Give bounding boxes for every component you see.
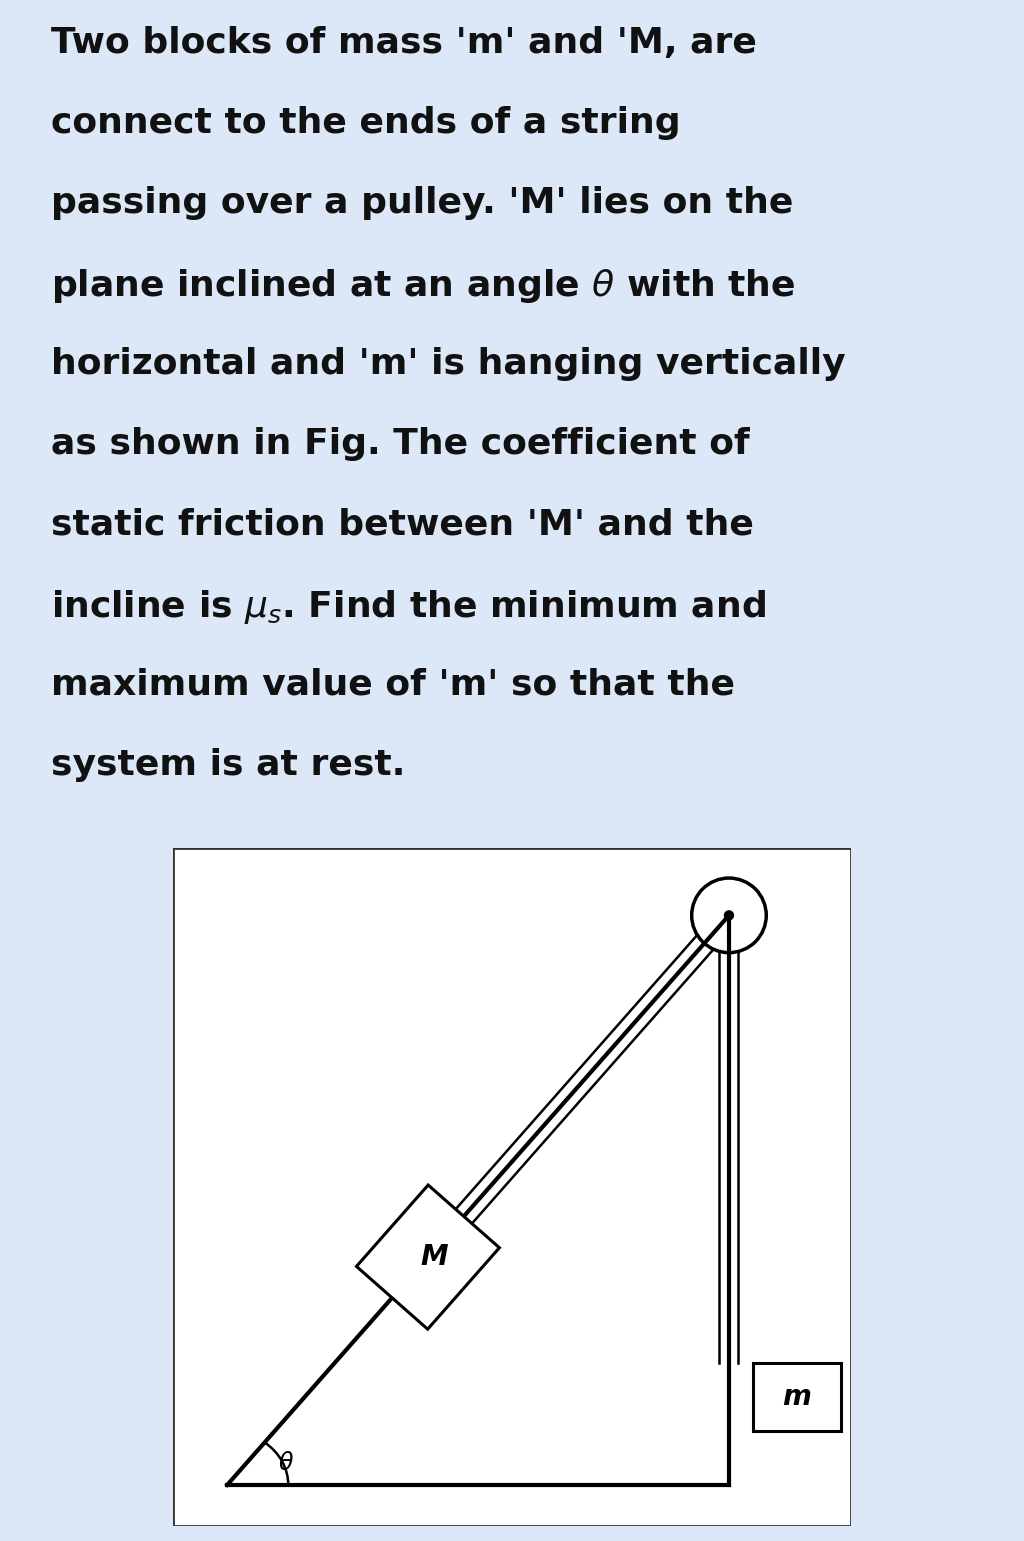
Text: connect to the ends of a string: connect to the ends of a string bbox=[51, 106, 681, 140]
Circle shape bbox=[691, 878, 766, 952]
Text: maximum value of 'm' so that the: maximum value of 'm' so that the bbox=[51, 667, 735, 703]
Circle shape bbox=[725, 911, 733, 920]
Text: plane inclined at an angle $\theta$ with the: plane inclined at an angle $\theta$ with… bbox=[51, 267, 796, 305]
Text: passing over a pulley. 'M' lies on the: passing over a pulley. 'M' lies on the bbox=[51, 186, 794, 220]
Text: as shown in Fig. The coefficient of: as shown in Fig. The coefficient of bbox=[51, 427, 750, 461]
Text: horizontal and 'm' is hanging vertically: horizontal and 'm' is hanging vertically bbox=[51, 347, 846, 381]
Text: incline is $\mu_s$. Find the minimum and: incline is $\mu_s$. Find the minimum and bbox=[51, 587, 766, 626]
Text: system is at rest.: system is at rest. bbox=[51, 749, 406, 783]
Text: m: m bbox=[782, 1382, 811, 1410]
Text: M: M bbox=[421, 1244, 449, 1271]
Text: Two blocks of mass 'm' and 'M, are: Two blocks of mass 'm' and 'M, are bbox=[51, 26, 757, 60]
Bar bbox=[753, 1362, 841, 1430]
Text: $\theta$: $\theta$ bbox=[279, 1450, 294, 1475]
Polygon shape bbox=[356, 1185, 500, 1330]
Text: static friction between 'M' and the: static friction between 'M' and the bbox=[51, 507, 754, 541]
